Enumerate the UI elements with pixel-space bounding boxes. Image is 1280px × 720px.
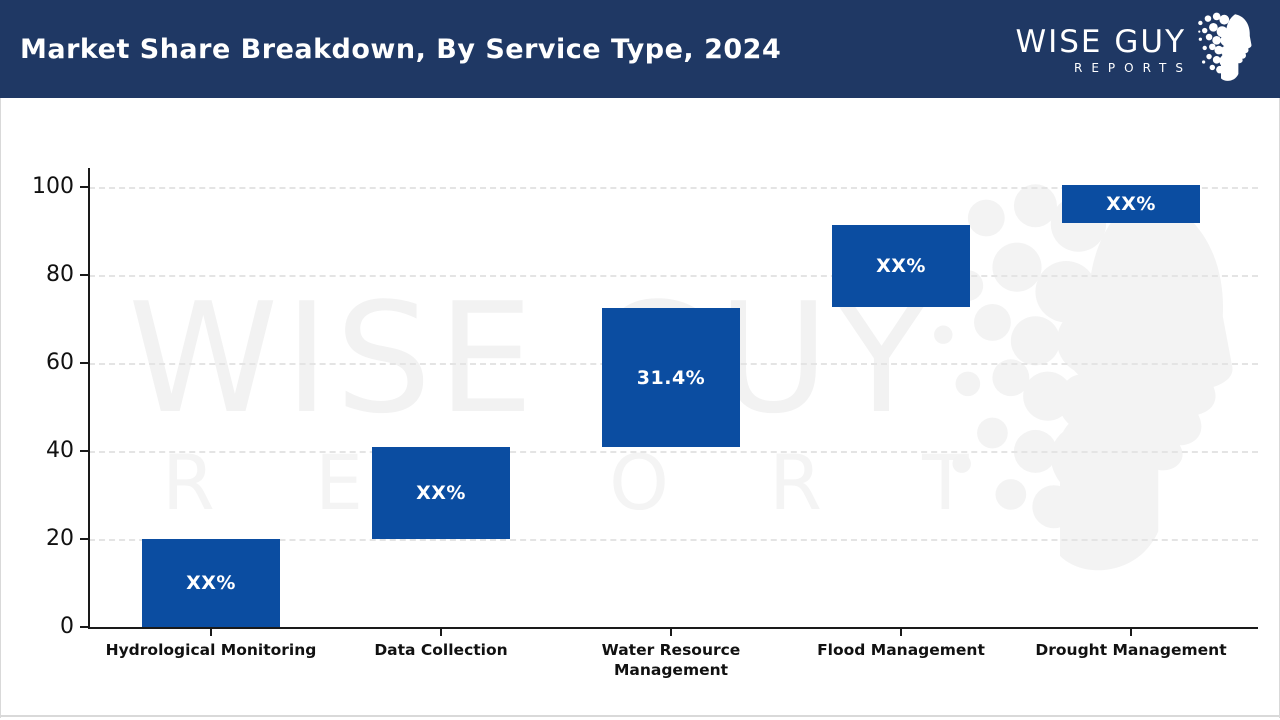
y-tick-label: 60 [46,350,74,375]
y-tick-mark-40 [80,450,88,452]
x-tick-mark [210,628,212,636]
x-category-label: Drought Management [1035,641,1227,659]
bar-value-label: XX% [186,572,236,594]
x-tick-mark [1130,628,1132,636]
y-tick-label: 80 [46,262,74,287]
gridline-80 [89,275,1258,277]
gridline-100 [89,187,1258,189]
bar-segment[interactable]: XX% [1062,185,1200,224]
y-tick-mark-0 [80,626,88,628]
gridline-20 [89,539,1258,541]
bar-value-label: XX% [416,481,466,504]
x-tick-mark [670,628,672,636]
face-profile-icon [1198,12,1252,81]
x-category-label: Flood Management [817,641,985,659]
y-tick-mark-100 [80,186,88,188]
y-axis [88,168,90,629]
y-tick-label: 100 [32,174,74,199]
y-tick-mark-80 [80,274,88,276]
x-tick-mark [900,628,902,636]
x-tick-mark [440,628,442,636]
y-tick-mark-60 [80,362,88,364]
bar-value-label: 31.4% [636,366,706,389]
bottom-divider [0,715,1280,717]
header-bar: Market Share Breakdown, By Service Type,… [0,0,1280,98]
bar-segment[interactable]: 31.4% [602,308,740,447]
brand-subname: REPORTS [1073,60,1192,75]
page-title: Market Share Breakdown, By Service Type,… [20,33,782,65]
bar-value-label: XX% [1106,193,1156,216]
x-axis [88,627,1258,629]
x-category-label: Hydrological Monitoring [105,641,317,659]
brand-logo-text: WISE GUY REPORTS [1015,24,1186,75]
watermark-face-icon [931,184,1233,571]
brand-name: WISE GUY [1015,23,1186,60]
bar-segment[interactable]: XX% [142,539,280,627]
bar-segment[interactable]: XX% [832,224,970,308]
y-tick-label: 40 [46,438,74,463]
x-category-label: Data Collection [374,641,508,659]
y-tick-mark-20 [80,538,88,540]
gridline-40 [89,451,1258,453]
y-tick-label: 20 [46,526,74,551]
watermark-text: WISE GUY [128,270,934,447]
brand-logo: WISE GUY REPORTS [1015,11,1254,87]
bar-segment[interactable]: XX% [372,446,510,539]
y-tick-label: 0 [60,614,74,639]
bar-value-label: XX% [876,254,926,277]
x-category-label: Water Resource Management [601,641,741,680]
